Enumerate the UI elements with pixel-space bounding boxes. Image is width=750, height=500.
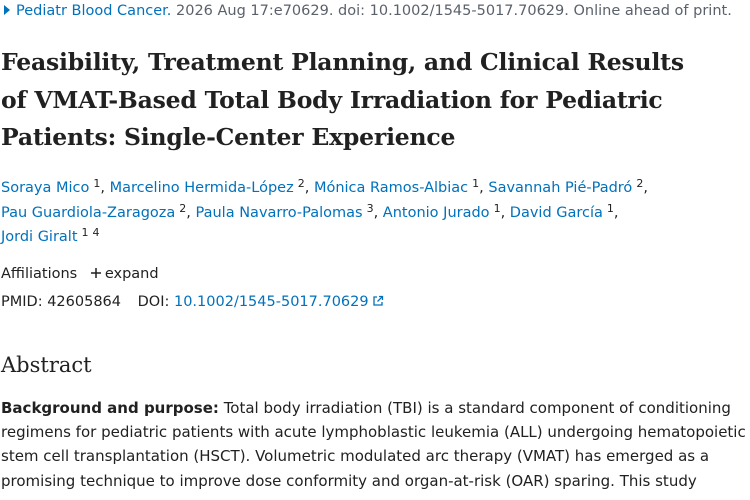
affiliation-number[interactable]: 1 [606,201,614,215]
journal[interactable]: Pediatr Blood Cancer. [16,3,172,19]
pmid: 42605864 [47,294,122,310]
external-link-icon[interactable] [372,295,384,307]
author-name[interactable]: Marcelino Hermida-López [109,180,294,196]
separator: , [100,180,105,196]
separator: , [479,180,484,196]
abstract-label: Background and purpose: [1,399,219,417]
identifiers: PMID: 42605864 DOI: 10.1002/1545-5017.70… [1,294,384,310]
affiliation-number[interactable]: 1 [472,177,480,190]
author: Jordi Giralt 1 4 [1,226,100,245]
abstract-text: Background and purpose: Total body irrad… [1,396,746,493]
title-line: of VMAT-Based Total Body Irradiation for… [1,85,663,114]
separator: , [304,180,310,196]
author-name[interactable]: Paula Navarro-Palomas [195,204,363,221]
author: David García 1, [509,201,619,221]
author-name[interactable]: Pau Guardiola-Zaragoza [1,204,176,221]
affiliation-number[interactable]: 2 [179,201,187,215]
author-name[interactable]: Soraya Mico [1,180,90,196]
author: Marcelino Hermida-López 2, [109,177,310,196]
author: Antonio Jurado 1, [382,201,506,221]
expand-toggle[interactable]: expand [90,266,159,282]
doi-link[interactable]: 10.1002/1545-5017.70629 [173,294,369,310]
authors: Soraya Mico 1, Marcelino Hermida-López 2, … [1,176,648,250]
expand-icon[interactable] [2,4,12,16]
affiliations-label: Affiliations [1,266,78,282]
affiliation-number[interactable]: 1 [493,201,501,215]
plus-icon [90,268,101,278]
separator: , [613,204,619,221]
author-name[interactable]: Jordi Giralt [1,229,78,245]
affiliation-number[interactable]: 4 [92,226,100,239]
abstract-line-text: regimens for pediatric patients with acu… [1,423,746,442]
author-name[interactable]: David García [509,204,603,221]
affiliation-number[interactable]: 3 [366,201,374,215]
affiliation-number[interactable]: 1 [81,226,89,239]
author: Soraya Mico 1, [1,177,105,196]
abstract-line-text: stem cell transplantation (HSCT). Volume… [1,447,710,466]
citation: Pediatr Blood Cancer. 2026 Aug 17:e70629… [2,3,732,19]
affiliations: Affiliations expand [1,266,159,282]
toggle-text[interactable]: expand [104,266,159,282]
doi-label: DOI: [137,294,170,310]
author: Paula Navarro-Palomas 3, [195,201,379,221]
affiliation-number[interactable]: 2 [636,177,644,190]
abstract-line: promising technique to improve dose conf… [1,469,746,493]
abstract-line: Background and purpose: Total body irrad… [1,396,746,420]
abstract-line: regimens for pediatric patients with acu… [1,420,746,444]
author-name[interactable]: Mónica Ramos-Albiac [313,180,469,196]
separator: , [186,204,191,221]
separator: , [500,204,506,221]
title-line: Patients: Single-Center Experience [1,123,456,151]
citation-details: 2026 Aug 17:e70629. doi: 10.1002/1545-50… [176,3,732,19]
separator: , [643,180,648,196]
abstract-heading: Abstract [1,353,92,377]
author-name[interactable]: Antonio Jurado [382,204,490,221]
abstract-line: stem cell transplantation (HSCT). Volume… [1,444,746,468]
separator: , [373,204,379,221]
title-line: Feasibility, Treatment Planning, and Cli… [1,48,684,76]
affiliation-number[interactable]: 1 [93,177,101,190]
author-name[interactable]: Savannah Pié-Padró [488,180,633,196]
pmid-label: PMID: [1,294,43,310]
author: Savannah Pié-Padró 2, [488,177,648,196]
author: Mónica Ramos-Albiac 1, [313,177,484,196]
affiliation-number[interactable]: 2 [297,177,305,190]
abstract-line-text: Total body irradiation (TBI) is a standa… [223,399,731,417]
abstract-line-text: promising technique to improve dose conf… [1,471,697,490]
author: Pau Guardiola-Zaragoza 2, [1,201,191,221]
title: Feasibility, Treatment Planning, and Cli… [1,44,684,157]
